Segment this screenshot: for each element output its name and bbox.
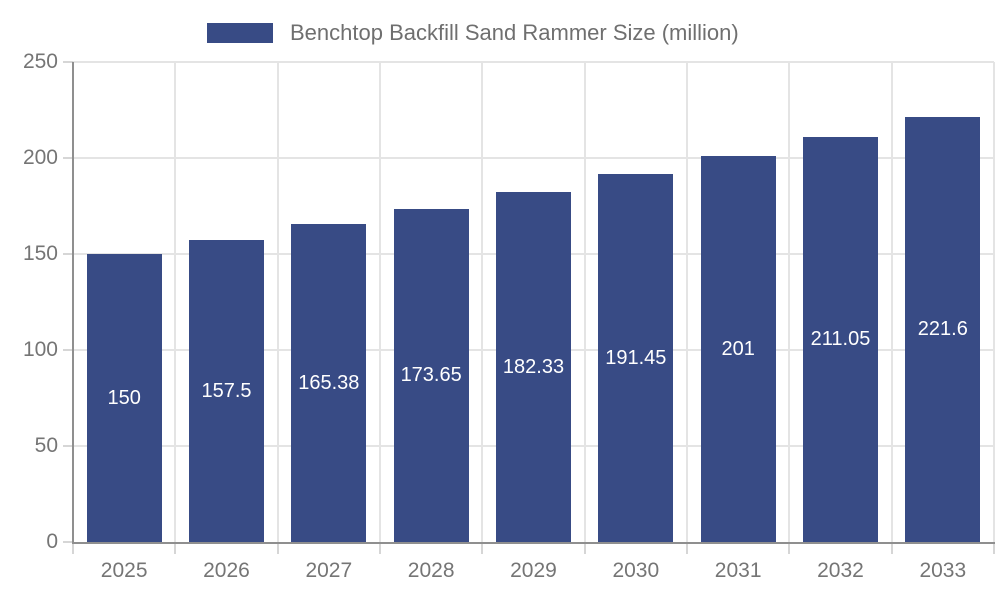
bar-2031[interactable] (700, 156, 776, 542)
bar-2028[interactable] (393, 208, 469, 542)
bar-2027[interactable] (291, 224, 367, 542)
x-axis-tick (788, 542, 791, 554)
y-tick-label: 200 (22, 146, 58, 169)
x-axis-tick (72, 542, 74, 554)
gridline-vertical (379, 62, 381, 542)
gridline-vertical (788, 62, 791, 542)
y-tick-label: 150 (22, 242, 58, 265)
bar-value-label: 150 (107, 387, 141, 409)
bar-2025[interactable] (86, 254, 162, 542)
x-axis-tick (276, 542, 279, 554)
x-axis-tick (993, 542, 995, 554)
bar-value-label: 157.5 (201, 379, 252, 402)
bar-2032[interactable] (803, 136, 878, 542)
x-tick-label-2029: 2029 (510, 559, 557, 582)
bar-value-label: 182.33 (502, 355, 565, 378)
gridline-vertical (276, 62, 279, 542)
bar-value-label: 165.38 (298, 372, 360, 395)
x-axis-line (72, 542, 995, 544)
y-tick-label: 250 (22, 50, 58, 73)
bar-2033[interactable] (905, 116, 981, 542)
x-tick-label-2027: 2027 (305, 559, 353, 582)
x-tick-label-2032: 2032 (817, 559, 864, 582)
x-tick-label-2031: 2031 (714, 559, 762, 582)
bar-value-label: 201 (721, 338, 755, 361)
gridline-vertical (174, 62, 177, 542)
bar-value-label: 221.6 (917, 318, 968, 341)
legend[interactable]: Benchtop Backfill Sand Rammer Size (mill… (207, 20, 739, 45)
x-axis-tick (174, 542, 177, 554)
gridline-vertical (890, 62, 893, 542)
y-axis-tick (63, 61, 73, 63)
gridline-horizontal (73, 157, 994, 159)
x-axis-tick (890, 542, 893, 554)
x-tick-label-2028: 2028 (407, 559, 455, 582)
bar-2026[interactable] (189, 239, 264, 542)
legend-label: Benchtop Backfill Sand Rammer Size (mill… (290, 20, 739, 45)
gridline-vertical (993, 62, 995, 542)
x-tick-label-2026: 2026 (203, 559, 250, 582)
bar-value-label: 191.45 (605, 347, 667, 370)
y-tick-label: 100 (22, 338, 58, 361)
bar-value-label: 173.65 (400, 364, 462, 387)
bar-value-label: 211.05 (810, 328, 871, 351)
gridline-vertical (583, 62, 586, 542)
x-tick-label-2033: 2033 (919, 559, 967, 582)
x-tick-label-2025: 2025 (100, 559, 148, 582)
y-tick-label: 0 (46, 530, 58, 553)
y-axis-tick (63, 349, 73, 351)
legend-swatch (207, 23, 273, 43)
x-axis-tick (583, 542, 586, 554)
gridline-vertical (686, 62, 688, 542)
x-axis-tick (686, 542, 688, 554)
bar-2030[interactable] (598, 174, 674, 542)
y-axis-tick (63, 253, 73, 255)
gridline-horizontal (73, 61, 994, 63)
x-axis-tick (379, 542, 381, 554)
x-axis-tick (481, 542, 484, 554)
x-tick-label-2030: 2030 (612, 559, 660, 582)
y-axis-tick (63, 445, 73, 447)
y-tick-label: 50 (34, 434, 58, 457)
bar-2029[interactable] (496, 191, 571, 542)
y-axis-line (72, 62, 74, 544)
y-axis-tick (63, 541, 73, 543)
y-axis-tick (63, 157, 73, 159)
gridline-vertical (481, 62, 484, 542)
